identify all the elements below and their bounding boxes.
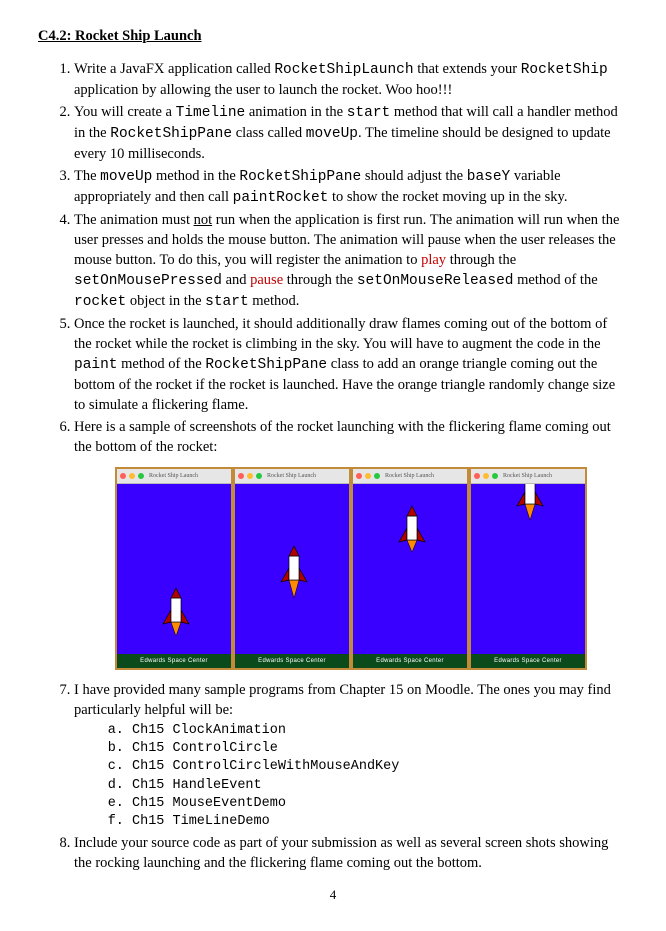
window-footer: Edwards Space Center [117, 654, 231, 668]
close-icon [238, 473, 244, 479]
close-icon [120, 473, 126, 479]
text: through the [446, 252, 516, 268]
sky-area [117, 484, 231, 654]
item-8: Include your source code as part of your… [74, 833, 628, 873]
sample-f: Ch15 TimeLineDemo [132, 813, 628, 831]
code: RocketShip [521, 62, 608, 78]
text: application by allowing the user to laun… [74, 82, 452, 98]
window-titlebar: Rocket Ship Launch [471, 469, 585, 484]
close-icon [356, 473, 362, 479]
text: method in the [152, 168, 239, 184]
text: I have provided many sample programs fro… [74, 682, 611, 718]
window-footer: Edwards Space Center [471, 654, 585, 668]
text: to show the rocket moving up in the sky. [328, 189, 567, 205]
item-3: The moveUp method in the RocketShipPane … [74, 166, 628, 208]
text: The animation must [74, 212, 194, 228]
text: method of the [118, 356, 206, 372]
sample-e: Ch15 MouseEventDemo [132, 795, 628, 813]
code: start [347, 105, 391, 121]
text: The [74, 168, 100, 184]
window-footer: Edwards Space Center [235, 654, 349, 668]
minimize-icon [129, 473, 135, 479]
red-text: pause [250, 272, 283, 288]
item-5: Once the rocket is launched, it should a… [74, 314, 628, 415]
window-title: Rocket Ship Launch [385, 472, 434, 480]
sample-list: Ch15 ClockAnimation Ch15 ControlCircle C… [74, 722, 628, 831]
code: moveUp [100, 169, 152, 185]
sky-area [471, 484, 585, 654]
code: moveUp [306, 126, 358, 142]
sky-area [353, 484, 467, 654]
item-6: Here is a sample of screenshots of the r… [74, 417, 628, 670]
zoom-icon [138, 473, 144, 479]
code: RocketShipPane [110, 126, 232, 142]
code: setOnMouseReleased [357, 273, 514, 289]
close-icon [474, 473, 480, 479]
text: through the [283, 272, 357, 288]
page-number: 4 [38, 887, 628, 903]
item-1: Write a JavaFX application called Rocket… [74, 59, 628, 100]
code: Timeline [176, 105, 246, 121]
item-2: You will create a Timeline animation in … [74, 102, 628, 164]
instruction-list: Write a JavaFX application called Rocket… [38, 59, 628, 873]
text: method of the [513, 272, 597, 288]
screenshot-window: Rocket Ship Launch Edwards Space Center [469, 467, 587, 670]
window-titlebar: Rocket Ship Launch [117, 469, 231, 484]
window-title: Rocket Ship Launch [503, 472, 552, 480]
code: setOnMousePressed [74, 273, 222, 289]
text: method. [249, 293, 300, 309]
item-4: The animation must not run when the appl… [74, 210, 628, 312]
sample-a: Ch15 ClockAnimation [132, 722, 628, 740]
zoom-icon [492, 473, 498, 479]
code: start [205, 294, 249, 310]
screenshot-window: Rocket Ship Launch Edwards Space Center [351, 467, 469, 670]
zoom-icon [256, 473, 262, 479]
text: Here is a sample of screenshots of the r… [74, 419, 611, 455]
code: RocketShipPane [205, 357, 327, 373]
text: should adjust the [361, 168, 467, 184]
window-footer: Edwards Space Center [353, 654, 467, 668]
window-title: Rocket Ship Launch [149, 472, 198, 480]
text: that extends your [414, 61, 521, 77]
sky-area [235, 484, 349, 654]
zoom-icon [374, 473, 380, 479]
minimize-icon [365, 473, 371, 479]
window-titlebar: Rocket Ship Launch [353, 469, 467, 484]
text: Write a JavaFX application called [74, 61, 274, 77]
screenshots-row: Rocket Ship Launch Edwards Space Center … [74, 467, 628, 670]
code: paint [74, 357, 118, 373]
text: class called [232, 125, 306, 141]
item-7: I have provided many sample programs fro… [74, 680, 628, 831]
window-titlebar: Rocket Ship Launch [235, 469, 349, 484]
window-title: Rocket Ship Launch [267, 472, 316, 480]
sample-b: Ch15 ControlCircle [132, 740, 628, 758]
text: animation in the [245, 104, 346, 120]
sample-d: Ch15 HandleEvent [132, 777, 628, 795]
screenshot-window: Rocket Ship Launch Edwards Space Center [115, 467, 233, 670]
text: and [222, 272, 250, 288]
minimize-icon [247, 473, 253, 479]
code: baseY [467, 169, 511, 185]
screenshot-window: Rocket Ship Launch Edwards Space Center [233, 467, 351, 670]
code: rocket [74, 294, 126, 310]
underline: not [194, 212, 213, 228]
text: You will create a [74, 104, 176, 120]
red-text: play [421, 252, 446, 268]
code: RocketShipLaunch [274, 62, 413, 78]
minimize-icon [483, 473, 489, 479]
code: RocketShipPane [239, 169, 361, 185]
code: paintRocket [233, 190, 329, 206]
text: Once the rocket is launched, it should a… [74, 316, 607, 352]
text: object in the [126, 293, 205, 309]
section-title: C4.2: Rocket Ship Launch [38, 28, 628, 45]
sample-c: Ch15 ControlCircleWithMouseAndKey [132, 758, 628, 776]
